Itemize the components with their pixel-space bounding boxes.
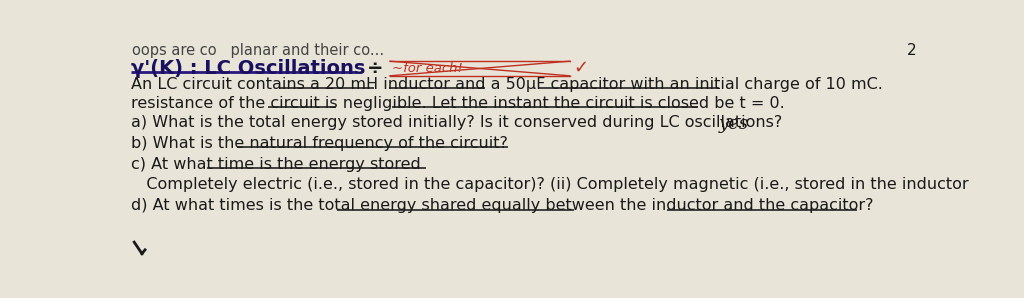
Text: b) What is the natural frequency of the circuit?: b) What is the natural frequency of the … (131, 136, 508, 151)
Text: γ'(K) : LC Oscillations: γ'(K) : LC Oscillations (131, 59, 366, 78)
Text: c) At what time is the energy stored: c) At what time is the energy stored (131, 157, 421, 172)
Text: 2: 2 (907, 44, 916, 58)
Text: Completely electric (i.e., stored in the capacitor)? (ii) Completely magnetic (i: Completely electric (i.e., stored in the… (131, 177, 969, 193)
Text: An LC circuit contains a 20 mH inductor and a 50μF capacitor with an initial cha: An LC circuit contains a 20 mH inductor … (131, 77, 883, 91)
Text: a) What is the total energy stored initially? Is it conserved during LC oscillat: a) What is the total energy stored initi… (131, 115, 782, 130)
Text: d) At what times is the total energy shared equally between the inductor and the: d) At what times is the total energy sha… (131, 198, 873, 213)
Text: yes: yes (719, 115, 749, 133)
Text: resistance of the circuit is negligible. Let the instant the circuit is closed b: resistance of the circuit is negligible.… (131, 96, 784, 111)
Text: ~for each!: ~for each! (391, 62, 463, 75)
Text: ÷: ÷ (367, 59, 383, 78)
Text: oops are co   planar and their co...: oops are co planar and their co... (132, 44, 384, 58)
Text: ✓: ✓ (573, 59, 589, 77)
